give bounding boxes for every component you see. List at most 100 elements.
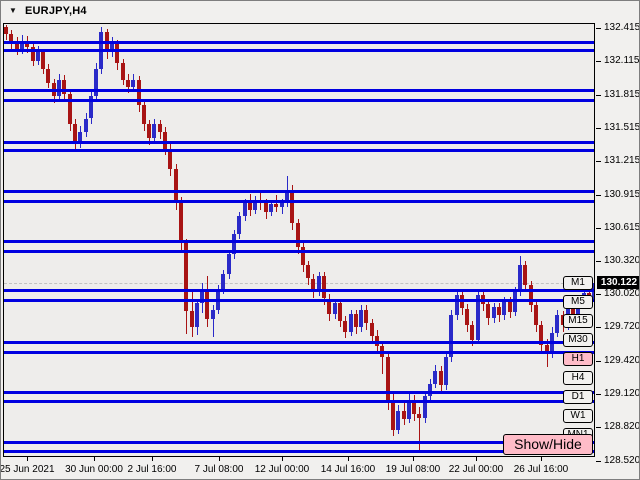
show-hide-button[interactable]: Show/Hide xyxy=(503,434,593,455)
candle-wick xyxy=(276,195,277,212)
candlestick xyxy=(205,290,209,319)
candlestick xyxy=(78,131,82,143)
timeframe-button-m15[interactable]: M15 xyxy=(563,314,593,328)
price-axis-tick xyxy=(596,260,601,262)
price-axis-tick xyxy=(596,228,601,229)
current-price-line xyxy=(4,282,594,284)
price-axis-label: 129.720 xyxy=(604,321,640,333)
horizontal-level-line[interactable] xyxy=(4,390,594,394)
horizontal-level-line[interactable] xyxy=(4,351,594,355)
candlestick xyxy=(439,370,443,386)
candlestick xyxy=(476,295,480,340)
horizontal-level-line[interactable] xyxy=(4,249,594,253)
price-axis-tick xyxy=(596,394,601,396)
horizontal-level-line[interactable] xyxy=(4,88,594,92)
candlestick xyxy=(301,247,305,266)
candlestick xyxy=(20,40,24,50)
horizontal-level-line[interactable] xyxy=(4,98,594,102)
candlestick xyxy=(306,265,310,279)
candlestick xyxy=(243,203,247,217)
horizontal-level-line[interactable] xyxy=(4,441,594,445)
horizontal-level-line[interactable] xyxy=(4,41,594,45)
candlestick xyxy=(359,309,363,328)
candlestick xyxy=(142,105,146,125)
price-axis-label: 130.615 xyxy=(604,222,640,233)
price-axis-tick xyxy=(596,28,601,29)
price-axis-label: 132.415 xyxy=(604,22,640,33)
time-axis-label: 30 Jun 00:00 xyxy=(65,464,123,475)
candlestick xyxy=(31,47,35,61)
candle-wick xyxy=(382,340,383,375)
timeframe-button-m1[interactable]: M1 xyxy=(563,276,593,290)
price-axis-tick xyxy=(596,327,601,329)
price-axis-label: 130.020 xyxy=(604,288,640,300)
timeframe-button-h1[interactable]: H1 xyxy=(563,352,593,366)
horizontal-level-line[interactable] xyxy=(4,140,594,144)
horizontal-level-line[interactable] xyxy=(4,341,594,345)
price-axis: 130.122 132.415 132.115 131.815 131.515 131.… xyxy=(596,1,640,479)
timeframe-button-m5[interactable]: M5 xyxy=(563,295,593,309)
time-axis-tick xyxy=(219,457,220,461)
candlestick xyxy=(396,410,400,430)
timeframe-button-w1[interactable]: W1 xyxy=(563,409,593,423)
candlestick xyxy=(417,414,421,419)
candlestick xyxy=(529,285,533,306)
time-axis: 25 Jun 2021 30 Jun 00:00 2 Jul 16:00 7 Jul … xyxy=(0,457,596,479)
timeframe-button-h4[interactable]: H4 xyxy=(563,371,593,385)
candlestick xyxy=(402,410,406,419)
dropdown-arrow-icon[interactable]: ▼ xyxy=(9,6,17,15)
price-axis-label: 131.215 xyxy=(604,155,640,167)
timeframe-button-m30[interactable]: M30 xyxy=(563,333,593,347)
horizontal-level-line[interactable] xyxy=(4,399,594,403)
time-axis-label: 14 Jul 16:00 xyxy=(320,464,376,475)
price-axis-label: 130.915 xyxy=(604,188,640,200)
candlestick xyxy=(502,301,506,316)
candlestick xyxy=(200,290,204,303)
time-axis-label: 7 Jul 08:00 xyxy=(194,464,244,475)
horizontal-level-line[interactable] xyxy=(4,190,594,194)
candlestick xyxy=(179,201,183,243)
price-axis-tick xyxy=(596,460,601,462)
time-axis-label: 2 Jul 16:00 xyxy=(127,464,177,475)
candlestick xyxy=(227,254,231,275)
time-axis-label: 12 Jul 00:00 xyxy=(254,464,310,475)
candle-wick xyxy=(213,305,214,338)
price-axis-tick xyxy=(596,360,601,362)
horizontal-level-line[interactable] xyxy=(4,299,594,303)
candlestick xyxy=(9,34,13,43)
price-axis-label: 128.820 xyxy=(604,421,640,433)
horizontal-level-line[interactable] xyxy=(4,288,594,292)
candlestick xyxy=(137,79,141,106)
chart-symbol-label: EURJPY,H4 xyxy=(25,5,87,17)
time-axis-tick xyxy=(27,457,28,461)
candlestick xyxy=(407,399,411,419)
price-axis-tick xyxy=(596,61,601,63)
candlestick xyxy=(4,27,8,35)
candlestick xyxy=(68,94,72,125)
price-axis-label: 130.320 xyxy=(604,254,640,266)
horizontal-level-line[interactable] xyxy=(4,239,594,243)
horizontal-level-line[interactable] xyxy=(4,49,594,53)
timeframe-button-d1[interactable]: D1 xyxy=(563,390,593,404)
candlestick xyxy=(349,314,353,332)
candlestick xyxy=(523,265,527,286)
horizontal-level-line[interactable] xyxy=(4,199,594,203)
candlestick xyxy=(545,345,549,355)
candlestick xyxy=(343,320,347,332)
candlestick xyxy=(158,124,162,132)
candlestick xyxy=(433,370,437,385)
horizontal-level-line[interactable] xyxy=(4,148,594,152)
time-axis-label: 25 Jun 2021 xyxy=(0,464,55,475)
chart-plot-area[interactable] xyxy=(3,23,595,457)
time-axis-tick xyxy=(541,457,542,461)
candlestick xyxy=(486,304,490,319)
price-axis-tick xyxy=(596,128,601,129)
horizontal-level-line[interactable] xyxy=(4,450,594,454)
candlestick xyxy=(592,282,594,302)
time-axis-tick xyxy=(413,457,414,461)
candlestick xyxy=(57,79,61,97)
price-axis-tick xyxy=(596,94,601,96)
candlestick xyxy=(248,203,252,210)
candlestick xyxy=(571,306,575,317)
candlestick xyxy=(115,43,119,63)
